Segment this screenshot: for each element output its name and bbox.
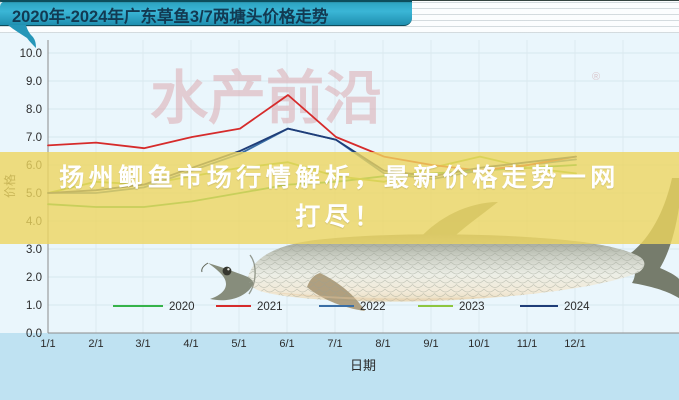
svg-text:2024: 2024 (564, 301, 590, 313)
svg-text:2/1: 2/1 (88, 338, 103, 350)
svg-text:3.0: 3.0 (26, 244, 42, 256)
svg-text:2023: 2023 (459, 301, 485, 313)
svg-text:9/1: 9/1 (423, 338, 438, 350)
svg-text:11/1: 11/1 (517, 338, 538, 350)
svg-text:水产前沿: 水产前沿 (150, 66, 382, 131)
svg-text:2021: 2021 (257, 301, 283, 313)
svg-text:4/1: 4/1 (183, 338, 198, 350)
svg-text:3/1: 3/1 (135, 338, 150, 350)
svg-text:12/1: 12/1 (564, 338, 585, 350)
svg-text:6/1: 6/1 (279, 338, 294, 350)
svg-text:2020: 2020 (169, 301, 195, 313)
svg-text:5/1: 5/1 (231, 338, 246, 350)
svg-text:7.0: 7.0 (26, 132, 42, 144)
svg-text:7/1: 7/1 (327, 338, 342, 350)
svg-text:8/1: 8/1 (375, 338, 390, 350)
svg-text:9.0: 9.0 (26, 76, 42, 88)
svg-text:10/1: 10/1 (468, 338, 489, 350)
svg-text:1/1: 1/1 (40, 338, 55, 350)
svg-text:日期: 日期 (350, 358, 376, 373)
svg-text:®: ® (592, 71, 600, 83)
svg-text:1.0: 1.0 (26, 300, 42, 312)
svg-text:2.0: 2.0 (26, 272, 42, 284)
svg-text:8.0: 8.0 (26, 104, 42, 116)
svg-text:2022: 2022 (360, 301, 386, 313)
